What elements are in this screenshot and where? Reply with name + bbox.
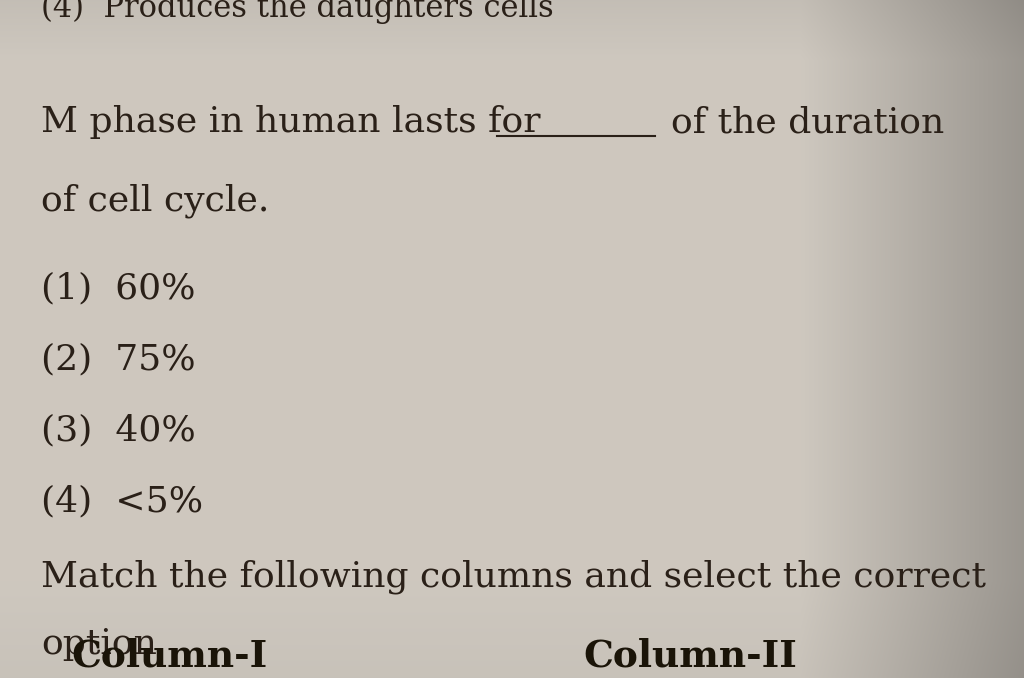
Text: (2)  75%: (2) 75% [41, 342, 196, 376]
Text: Column-II: Column-II [584, 637, 798, 675]
Text: M phase in human lasts for: M phase in human lasts for [41, 105, 541, 139]
Text: of cell cycle.: of cell cycle. [41, 183, 269, 218]
Text: (3)  40%: (3) 40% [41, 414, 196, 447]
Text: (4)  <5%: (4) <5% [41, 485, 203, 519]
Text: (4)  Produces the daughters cells: (4) Produces the daughters cells [41, 0, 554, 24]
Text: (1)  60%: (1) 60% [41, 271, 196, 305]
Text: Column-I: Column-I [72, 637, 268, 675]
Text: Match the following columns and select the correct: Match the following columns and select t… [41, 559, 986, 594]
Text: of the duration: of the duration [671, 105, 944, 139]
Text: option: option [41, 627, 157, 661]
